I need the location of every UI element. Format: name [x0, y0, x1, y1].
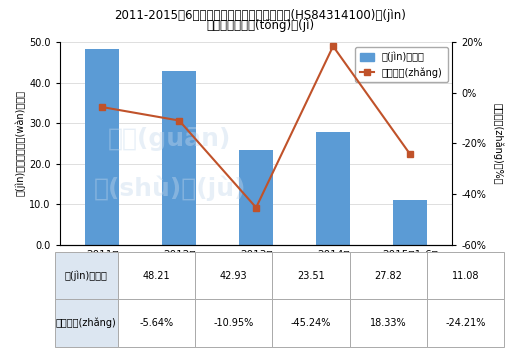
Text: 海關(guān): 海關(guān) [108, 127, 231, 152]
Text: -45.24%: -45.24% [291, 318, 331, 328]
Bar [427, 252, 504, 299]
Bar [349, 299, 427, 346]
Bar [239, 149, 274, 245]
Bar [85, 49, 120, 245]
Bar [195, 252, 272, 299]
Text: 數(shù)據(jù): 數(shù)據(jù) [94, 175, 246, 201]
Bar [55, 252, 118, 299]
Bar [162, 71, 197, 245]
Bar [118, 252, 195, 299]
Bar [349, 252, 427, 299]
Bar [118, 299, 195, 346]
Bar [272, 252, 349, 299]
Text: -10.95%: -10.95% [214, 318, 254, 328]
Legend: 進(jìn)口金額, 同比增長(zhǎng): 進(jìn)口金額, 同比增長(zhǎng) [355, 47, 448, 83]
Y-axis label: 同比增長(zhǎng)（%）: 同比增長(zhǎng)（%） [492, 103, 503, 184]
Text: -5.64%: -5.64% [139, 318, 173, 328]
Bar [55, 299, 118, 346]
Text: 同比增長(zhǎng): 同比增長(zhǎng) [56, 318, 116, 328]
Bar [393, 200, 427, 245]
Bar [195, 299, 272, 346]
Bar [427, 299, 504, 346]
Text: 27.82: 27.82 [374, 271, 402, 281]
Bar [316, 132, 350, 245]
Text: 11.08: 11.08 [452, 271, 479, 281]
Text: 2011-2015年6月戽斗、夾斗、抓斗及其他鏟斗(HS84314100)進(jìn): 2011-2015年6月戽斗、夾斗、抓斗及其他鏟斗(HS84314100)進(j… [114, 9, 406, 22]
Text: -24.21%: -24.21% [446, 318, 486, 328]
Text: 48.21: 48.21 [142, 271, 170, 281]
Y-axis label: 進(jìn)口金額（百萬(wàn)美元）: 進(jìn)口金額（百萬(wàn)美元） [15, 91, 25, 196]
Text: 進(jìn)口金額: 進(jìn)口金額 [64, 271, 108, 281]
Text: 口總額及增速統(tǒng)計(jì): 口總額及增速統(tǒng)計(jì) [206, 19, 314, 32]
Text: 42.93: 42.93 [220, 271, 248, 281]
Text: 18.33%: 18.33% [370, 318, 407, 328]
Bar [272, 299, 349, 346]
Text: 23.51: 23.51 [297, 271, 325, 281]
